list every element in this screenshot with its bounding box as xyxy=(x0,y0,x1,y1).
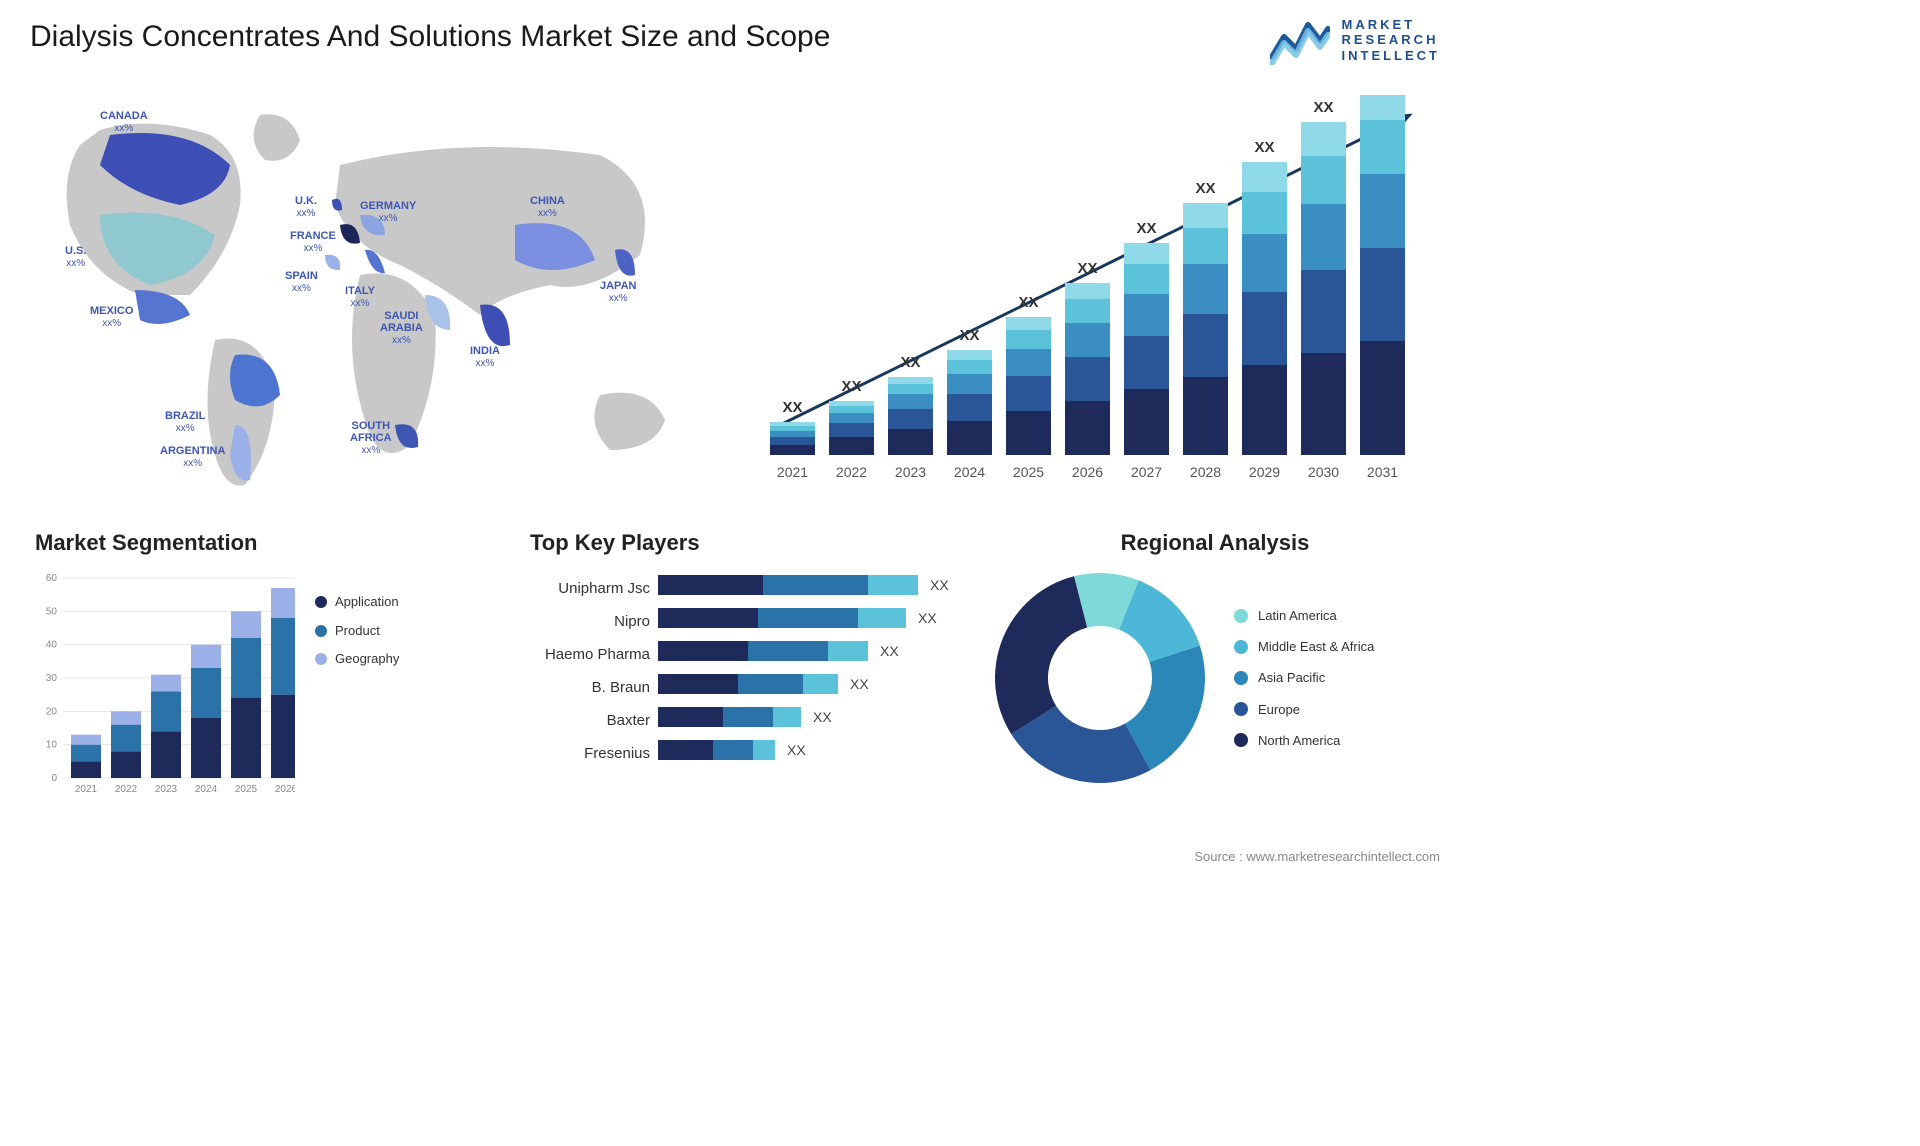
player-value: XX xyxy=(787,742,806,758)
svg-text:XX: XX xyxy=(782,399,802,416)
svg-text:40: 40 xyxy=(46,640,58,651)
svg-text:50: 50 xyxy=(46,606,58,617)
player-label: Unipharm Jsc xyxy=(530,572,650,605)
svg-text:2029: 2029 xyxy=(1249,464,1280,480)
map-label: U.K.xx% xyxy=(295,195,317,219)
svg-text:2023: 2023 xyxy=(895,464,926,480)
svg-text:2024: 2024 xyxy=(195,784,218,795)
key-players-title: Top Key Players xyxy=(530,530,960,556)
svg-text:2021: 2021 xyxy=(777,464,808,480)
map-label: CANADAxx% xyxy=(100,110,148,134)
map-label: SOUTHAFRICAxx% xyxy=(350,420,392,456)
svg-text:2021: 2021 xyxy=(75,784,98,795)
svg-text:60: 60 xyxy=(46,573,58,584)
player-bar-row: XX xyxy=(658,667,960,700)
legend-item: North America xyxy=(1234,725,1374,756)
svg-text:XX: XX xyxy=(841,378,861,395)
market-size-chart: XX 2021 XX 2022 XX 2023 XX 2024 XX 2025 XX 2026 XX 20… xyxy=(750,95,1430,495)
map-label: SPAINxx% xyxy=(285,270,318,294)
map-label: JAPANxx% xyxy=(600,280,636,304)
segmentation-title: Market Segmentation xyxy=(35,530,485,556)
svg-text:XX: XX xyxy=(1018,294,1038,311)
legend-item: Asia Pacific xyxy=(1234,662,1374,693)
svg-text:XX: XX xyxy=(1195,180,1215,197)
source-attribution: Source : www.marketresearchintellect.com xyxy=(1194,849,1440,864)
regional-legend: Latin AmericaMiddle East & AfricaAsia Pa… xyxy=(1234,600,1374,756)
map-label: U.S.xx% xyxy=(65,245,86,269)
svg-text:XX: XX xyxy=(900,354,920,371)
logo-text: MARKET RESEARCH INTELLECT xyxy=(1342,17,1441,64)
svg-text:2030: 2030 xyxy=(1308,464,1339,480)
segmentation-chart: 0 10 20 30 40 50 60 2021 2022 2023 2024 2025 2026 xyxy=(35,568,295,808)
svg-text:2026: 2026 xyxy=(275,784,295,795)
player-value: XX xyxy=(850,676,869,692)
legend-item: Application xyxy=(315,588,399,617)
regional-panel: Regional Analysis Latin AmericaMiddle Ea… xyxy=(990,530,1440,830)
svg-text:2022: 2022 xyxy=(836,464,867,480)
svg-text:2022: 2022 xyxy=(115,784,138,795)
player-value: XX xyxy=(930,577,949,593)
regional-donut xyxy=(990,568,1210,788)
map-label: GERMANYxx% xyxy=(360,200,416,224)
map-label: ARGENTINAxx% xyxy=(160,445,225,469)
svg-text:0: 0 xyxy=(51,773,57,784)
player-label: Haemo Pharma xyxy=(530,638,650,671)
player-label: Fresenius xyxy=(530,737,650,770)
player-value: XX xyxy=(880,643,899,659)
map-label: CHINAxx% xyxy=(530,195,565,219)
legend-item: Latin America xyxy=(1234,600,1374,631)
svg-text:2031: 2031 xyxy=(1367,464,1398,480)
player-bar-row: XX xyxy=(658,601,960,634)
brand-logo: MARKET RESEARCH INTELLECT xyxy=(1270,15,1441,65)
map-label: MEXICOxx% xyxy=(90,305,133,329)
key-players-panel: Top Key Players Unipharm JscNiproHaemo P… xyxy=(530,530,960,830)
player-label: Nipro xyxy=(530,605,650,638)
logo-icon xyxy=(1270,15,1330,65)
map-label: FRANCExx% xyxy=(290,230,336,254)
player-value: XX xyxy=(813,709,832,725)
page-title: Dialysis Concentrates And Solutions Mark… xyxy=(30,20,830,54)
svg-text:10: 10 xyxy=(46,740,58,751)
svg-text:2025: 2025 xyxy=(1013,464,1044,480)
svg-text:2023: 2023 xyxy=(155,784,178,795)
key-players-labels: Unipharm JscNiproHaemo PharmaB. BraunBax… xyxy=(530,568,650,770)
svg-text:XX: XX xyxy=(959,327,979,344)
map-label: ITALYxx% xyxy=(345,285,375,309)
svg-text:2028: 2028 xyxy=(1190,464,1221,480)
svg-text:20: 20 xyxy=(46,706,58,717)
segmentation-panel: Market Segmentation 0 10 20 30 40 50 60 2021 202… xyxy=(35,530,485,830)
svg-text:XX: XX xyxy=(1254,139,1274,156)
svg-text:2024: 2024 xyxy=(954,464,985,480)
map-label: SAUDIARABIAxx% xyxy=(380,310,423,346)
player-bar-row: XX xyxy=(658,733,960,766)
svg-text:XX: XX xyxy=(1136,220,1156,237)
regional-title: Regional Analysis xyxy=(990,530,1440,556)
player-bar-row: XX xyxy=(658,634,960,667)
player-value: XX xyxy=(918,610,937,626)
map-label: BRAZILxx% xyxy=(165,410,205,434)
svg-text:XX: XX xyxy=(1077,260,1097,277)
legend-item: Geography xyxy=(315,645,399,674)
svg-text:2026: 2026 xyxy=(1072,464,1103,480)
player-bar-row: XX xyxy=(658,568,960,601)
legend-item: Europe xyxy=(1234,694,1374,725)
player-label: B. Braun xyxy=(530,671,650,704)
map-label: INDIAxx% xyxy=(470,345,500,369)
segmentation-legend: ApplicationProductGeography xyxy=(315,568,399,674)
key-players-bars: XX XX XX XX XX XX xyxy=(658,568,960,770)
svg-text:2025: 2025 xyxy=(235,784,258,795)
svg-text:30: 30 xyxy=(46,673,58,684)
world-map-panel: CANADAxx% U.S.xx% MEXICOxx% BRAZILxx% ARGENT… xyxy=(40,95,680,495)
legend-item: Middle East & Africa xyxy=(1234,631,1374,662)
svg-text:XX: XX xyxy=(1313,99,1333,116)
svg-text:2027: 2027 xyxy=(1131,464,1162,480)
player-label: Baxter xyxy=(530,704,650,737)
legend-item: Product xyxy=(315,617,399,646)
player-bar-row: XX xyxy=(658,700,960,733)
